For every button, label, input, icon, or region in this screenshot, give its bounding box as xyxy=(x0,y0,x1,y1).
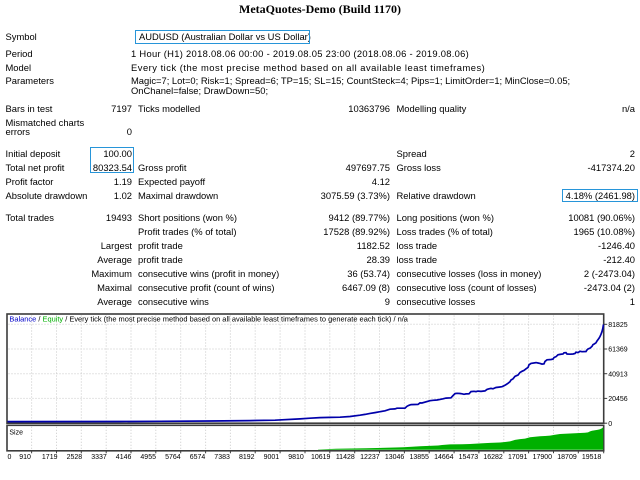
svg-text:9810: 9810 xyxy=(288,454,304,461)
svg-text:20456: 20456 xyxy=(608,396,628,403)
svg-text:11428: 11428 xyxy=(336,454,355,461)
svg-text:6574: 6574 xyxy=(190,454,206,461)
svg-text:2528: 2528 xyxy=(67,454,83,461)
svg-text:7383: 7383 xyxy=(214,454,230,461)
svg-text:13855: 13855 xyxy=(409,454,429,461)
svg-text:0: 0 xyxy=(8,454,12,461)
svg-text:9001: 9001 xyxy=(264,454,280,461)
svg-text:15473: 15473 xyxy=(459,454,479,461)
svg-text:910: 910 xyxy=(19,454,31,461)
svg-text:5764: 5764 xyxy=(165,454,181,461)
svg-text:61369: 61369 xyxy=(608,347,628,354)
svg-text:3337: 3337 xyxy=(91,454,107,461)
svg-text:0: 0 xyxy=(608,421,612,428)
svg-text:12237: 12237 xyxy=(360,454,380,461)
svg-text:16282: 16282 xyxy=(483,454,503,461)
svg-text:4146: 4146 xyxy=(116,454,132,461)
svg-text:1719: 1719 xyxy=(42,454,58,461)
svg-text:17900: 17900 xyxy=(533,454,553,461)
svg-text:13046: 13046 xyxy=(385,454,405,461)
svg-text:Size: Size xyxy=(9,430,23,437)
svg-text:19518: 19518 xyxy=(582,454,602,461)
svg-text:40913: 40913 xyxy=(608,371,628,378)
svg-text:4955: 4955 xyxy=(140,454,156,461)
svg-text:81825: 81825 xyxy=(608,322,628,329)
svg-text:14664: 14664 xyxy=(434,454,454,461)
svg-text:10619: 10619 xyxy=(311,454,331,461)
svg-text:18709: 18709 xyxy=(557,454,577,461)
svg-text:Balance / Equity / Every tick: Balance / Equity / Every tick (the most … xyxy=(9,314,408,323)
svg-text:17091: 17091 xyxy=(508,454,528,461)
svg-text:8192: 8192 xyxy=(239,454,255,461)
